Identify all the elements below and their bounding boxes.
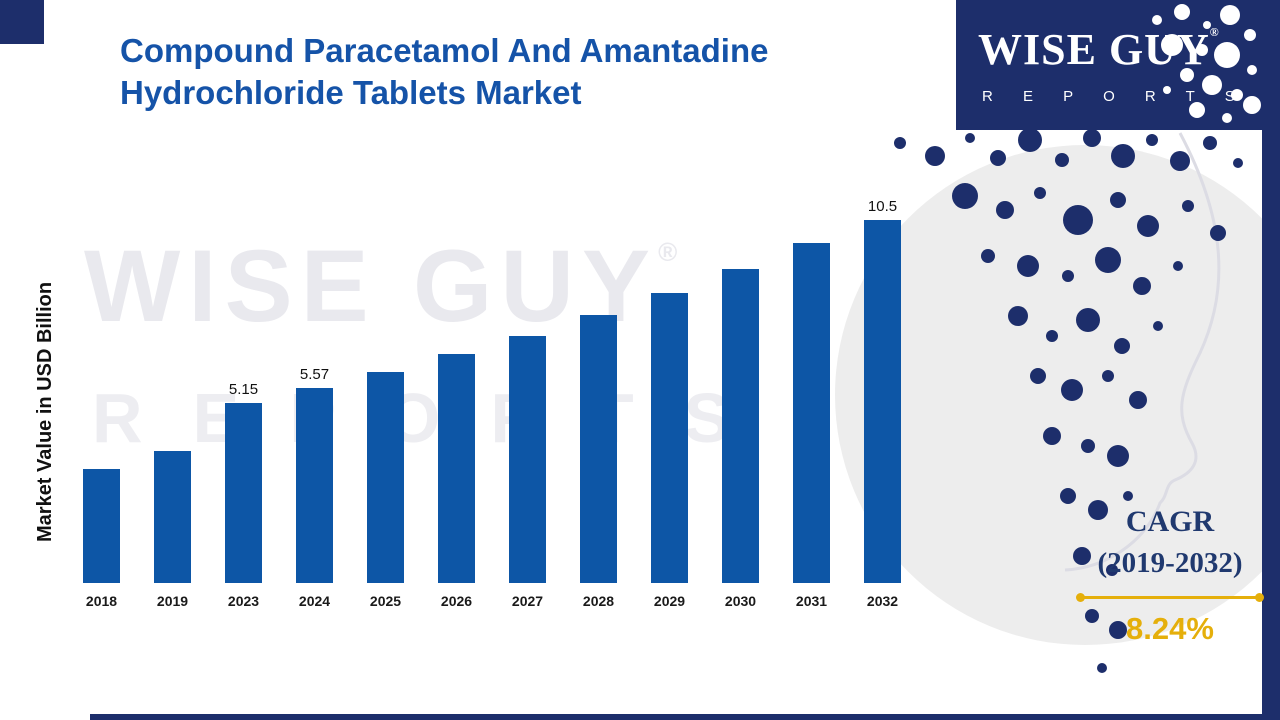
bar-cell-2025 bbox=[350, 198, 421, 583]
year-label-2031: 2031 bbox=[795, 593, 828, 609]
bar-2018 bbox=[83, 469, 120, 583]
bar-value-label-2032: 10.5 bbox=[867, 198, 898, 215]
right-accent-strip bbox=[1262, 0, 1280, 720]
bar-2031 bbox=[793, 243, 830, 583]
bar-cell-2026 bbox=[421, 198, 492, 583]
bar-2032 bbox=[864, 220, 901, 583]
cagr-block: CAGR (2019-2032) 8.24% bbox=[1076, 505, 1264, 647]
year-label-2026: 2026 bbox=[440, 593, 473, 609]
bar-2025 bbox=[367, 372, 404, 583]
bar-2027 bbox=[509, 336, 546, 583]
year-label-2025: 2025 bbox=[369, 593, 402, 609]
bar-cell-2031 bbox=[776, 198, 847, 583]
bar-cell-2032: 10.5 bbox=[847, 198, 918, 583]
bar-2026 bbox=[438, 354, 475, 583]
year-label-2028: 2028 bbox=[582, 593, 615, 609]
year-label-2032: 2032 bbox=[866, 593, 899, 609]
bar-cell-2024: 5.57 bbox=[279, 198, 350, 583]
registered-mark-watermark: ® bbox=[658, 237, 686, 267]
background-circle bbox=[835, 145, 1280, 645]
bar-2028 bbox=[580, 315, 617, 583]
cagr-divider-line bbox=[1076, 593, 1264, 602]
watermark-text-1: WISE GUY bbox=[84, 229, 659, 343]
cagr-value: 8.24% bbox=[1126, 611, 1214, 646]
year-label-2024: 2024 bbox=[298, 593, 331, 609]
title-line-2: Hydrochloride Tablets Market bbox=[120, 74, 582, 112]
bar-cell-2028 bbox=[563, 198, 634, 583]
watermark-wiseguy: WISE GUY® bbox=[84, 228, 685, 345]
face-dots-cluster bbox=[894, 128, 1243, 673]
bar-cell-2018 bbox=[66, 198, 137, 583]
y-axis-label: Market Value in USD Billion bbox=[34, 281, 56, 543]
bar-cell-2023: 5.15 bbox=[208, 198, 279, 583]
title-line-1: Compound Paracetamol And Amantadine bbox=[120, 32, 769, 69]
year-label-2027: 2027 bbox=[511, 593, 544, 609]
bars-area: 5.15 5.57 10.5 bbox=[66, 198, 918, 583]
dotted-face-profile-icon bbox=[894, 128, 1243, 673]
year-label-2018: 2018 bbox=[85, 593, 118, 609]
bar-2024 bbox=[296, 388, 333, 583]
bar-cell-2030 bbox=[705, 198, 776, 583]
logo-dots-face-icon bbox=[1152, 4, 1261, 123]
bar-2030 bbox=[722, 269, 759, 583]
bottom-accent-strip bbox=[90, 714, 1280, 720]
brand-logo-panel: WISE GUY® R E P O R T S bbox=[956, 0, 1262, 130]
brand-subtitle: R E P O R T S bbox=[982, 88, 1248, 105]
bar-value-label-2023: 5.15 bbox=[228, 381, 259, 398]
year-label-2019: 2019 bbox=[156, 593, 189, 609]
watermark-reports: REPORTS bbox=[92, 379, 781, 457]
bar-cell-2019 bbox=[137, 198, 208, 583]
registered-mark-icon: ® bbox=[1209, 25, 1220, 39]
bar-2019 bbox=[154, 451, 191, 583]
year-label-2023: 2023 bbox=[227, 593, 260, 609]
bar-cell-2027 bbox=[492, 198, 563, 583]
page-title: Compound Paracetamol And Amantadine Hydr… bbox=[120, 30, 960, 114]
year-label-2029: 2029 bbox=[653, 593, 686, 609]
bar-value-label-2024: 5.57 bbox=[299, 366, 330, 383]
corner-accent-square bbox=[0, 0, 44, 44]
x-axis-labels: 2018 2019 2023 2024 2025 2026 2027 2028 2029 2030… bbox=[66, 593, 918, 609]
year-label-2030: 2030 bbox=[724, 593, 757, 609]
bar-2029 bbox=[651, 293, 688, 583]
bar-chart: 5.15 5.57 10.5 2018 2019 2023 2024 2025 2026 202… bbox=[66, 198, 918, 609]
bar-cell-2029 bbox=[634, 198, 705, 583]
face-silhouette-line bbox=[1064, 132, 1221, 572]
bar-2023 bbox=[225, 403, 262, 583]
cagr-label: CAGR bbox=[1125, 505, 1215, 538]
cagr-range: (2019-2032) bbox=[1097, 547, 1243, 579]
